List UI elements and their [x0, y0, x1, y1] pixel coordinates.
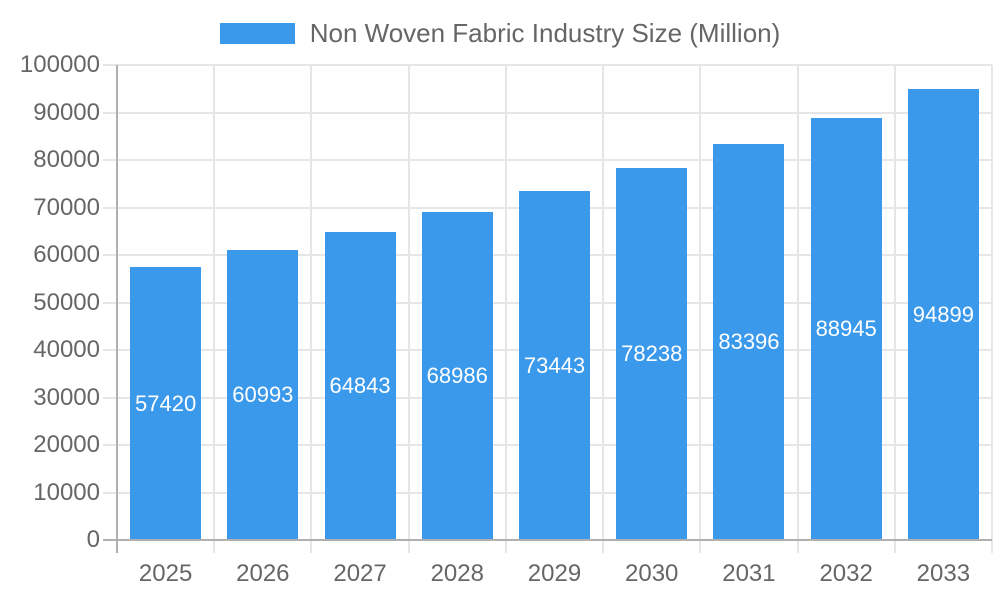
y-axis-tick — [103, 396, 117, 399]
gridline-vertical — [407, 65, 410, 540]
x-axis-tick-label: 2025 — [138, 560, 193, 587]
x-axis-tick-label: 2032 — [819, 560, 873, 587]
x-axis-tick-label: 2029 — [527, 560, 582, 587]
legend-swatch — [219, 22, 295, 44]
bar-2025[interactable] — [130, 267, 202, 540]
gridline-horizontal — [117, 111, 992, 114]
gridline-vertical — [602, 65, 605, 540]
x-axis-tick-label: 2031 — [722, 560, 776, 587]
gridline-vertical — [213, 65, 216, 540]
gridline-horizontal — [117, 159, 992, 161]
legend-label: Non Woven Fabric Industry Size (Million) — [309, 17, 781, 48]
x-axis-tick — [991, 540, 993, 553]
y-axis-tick-label: 10000 — [33, 478, 100, 506]
x-axis-tick — [699, 540, 702, 553]
y-axis-tick — [103, 206, 117, 209]
y-axis-tick — [103, 491, 117, 494]
x-axis-tick-label: 2027 — [333, 560, 387, 587]
gridline-vertical — [796, 65, 799, 540]
y-axis-tick — [103, 444, 117, 446]
y-axis-tick-label: 30000 — [33, 383, 100, 411]
y-axis-tick — [103, 539, 117, 541]
bar-2028[interactable] — [421, 212, 493, 540]
y-axis-tick — [103, 301, 117, 304]
x-axis-tick-label: 2028 — [430, 560, 484, 587]
y-axis-tick-label: 90000 — [33, 98, 100, 126]
bar-2031[interactable] — [713, 143, 785, 540]
y-axis-tick — [103, 349, 117, 351]
gridline-vertical — [991, 65, 993, 540]
x-axis-tick — [310, 540, 313, 553]
y-axis-tick — [103, 64, 117, 66]
gridline-vertical — [310, 65, 313, 540]
x-axis-tick — [893, 540, 896, 553]
y-axis-tick — [103, 111, 117, 114]
bar-2033[interactable] — [907, 89, 979, 540]
x-axis-tick-label: 2033 — [916, 560, 971, 587]
y-axis-tick — [103, 159, 117, 161]
y-axis-tick-label: 40000 — [33, 336, 100, 363]
x-axis-tick — [407, 540, 410, 553]
y-axis-tick-label: 100000 — [19, 51, 100, 78]
y-axis-tick-label: 0 — [86, 526, 100, 553]
y-axis-tick — [103, 254, 117, 256]
chart-legend[interactable]: Non Woven Fabric Industry Size (Million) — [0, 12, 1000, 54]
y-axis-tick-label: 70000 — [33, 193, 100, 221]
x-axis-tick — [796, 540, 799, 553]
gridline-horizontal — [117, 64, 992, 66]
gridline-vertical — [699, 65, 702, 540]
y-axis-tick-label: 20000 — [33, 431, 100, 458]
y-axis-border — [116, 65, 118, 540]
bar-2027[interactable] — [324, 231, 396, 540]
bar-2032[interactable] — [810, 117, 882, 540]
y-axis-tick-label: 80000 — [33, 146, 100, 173]
y-axis-tick-label: 60000 — [33, 241, 100, 268]
y-axis-tick-label: 50000 — [33, 288, 100, 316]
bar-2030[interactable] — [616, 168, 688, 540]
x-axis-baseline — [117, 539, 992, 541]
x-axis-tick — [602, 540, 605, 553]
x-axis-tick — [213, 540, 216, 553]
bar-2026[interactable] — [227, 250, 299, 540]
gridline-vertical — [893, 65, 896, 540]
x-axis-tick — [116, 540, 118, 553]
x-axis-tick-label: 2026 — [236, 560, 290, 587]
bar-2029[interactable] — [519, 191, 590, 540]
x-axis-tick — [504, 540, 507, 553]
gridline-vertical — [504, 65, 507, 540]
x-axis-tick-label: 2030 — [625, 560, 679, 587]
